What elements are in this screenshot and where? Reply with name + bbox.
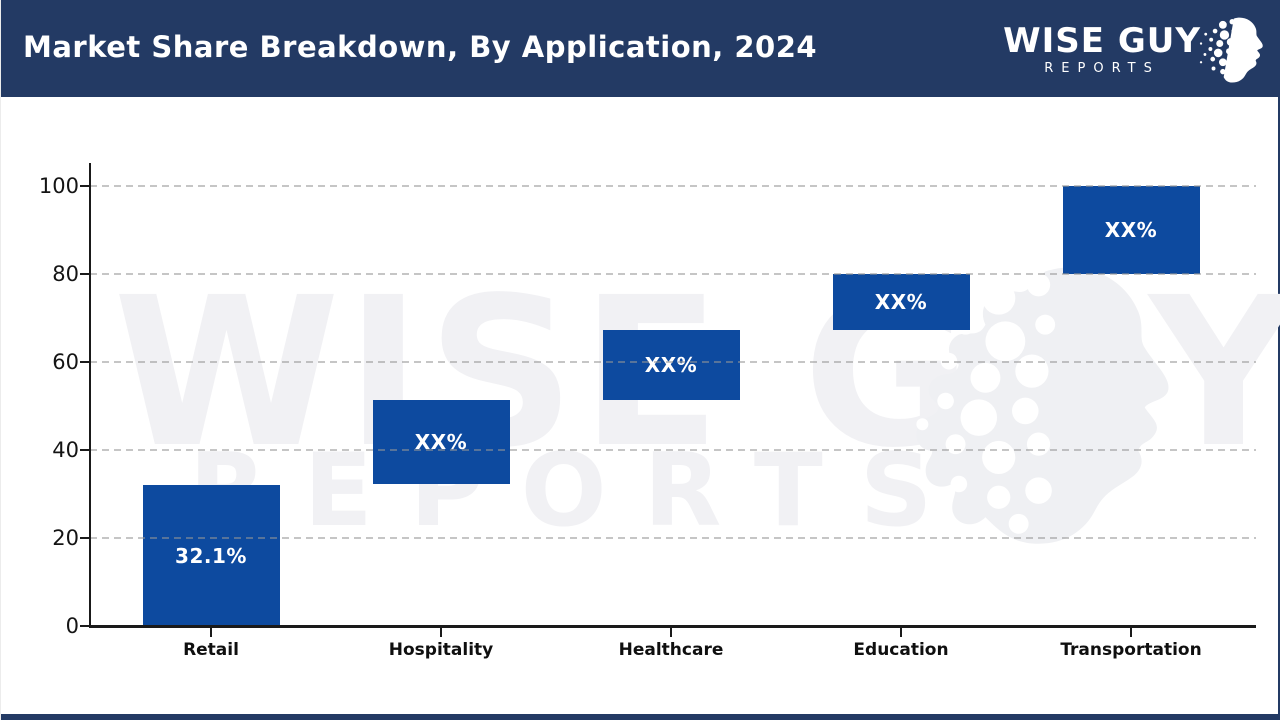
bar-value-label-transportation: XX% [1104,218,1158,242]
x-axis-tick-healthcare [670,628,672,637]
gridline-y-40 [90,449,1256,451]
bar-healthcare: XX% [602,330,740,400]
x-axis-tick-retail [210,628,212,637]
x-axis-label-hospitality: Hospitality [388,640,494,660]
y-axis-tick-0 [80,625,89,627]
gridline-y-60 [90,361,1256,363]
bar-retail: 32.1% [142,485,280,626]
gridline-y-80 [90,273,1256,275]
logo-head-icon [1199,17,1263,83]
bar-education: XX% [832,274,970,330]
footer-bar [1,714,1280,720]
y-axis-tick-80 [80,273,89,275]
watermark-reports-text: REPORTS [189,431,970,549]
x-axis-tick-transportation [1130,628,1132,637]
y-axis-line [89,163,91,628]
x-axis-label-healthcare: Healthcare [618,640,724,660]
x-axis-label-education: Education [853,640,949,660]
y-axis-tick-20 [80,537,89,539]
bar-value-label-healthcare: XX% [644,353,698,377]
y-axis-tick-60 [80,361,89,363]
watermark-head-dots-graphic [916,267,1169,544]
logo-text: WISE GUY REPORTS [1003,22,1201,77]
y-axis-label-60: 60 [52,350,79,374]
header-bar: Market Share Breakdown, By Application, … [1,0,1280,97]
logo-wiseguy-label: WISE GUY [1003,20,1201,61]
x-axis-tick-education [900,628,902,637]
x-axis-line [89,625,1256,628]
y-axis-label-80: 80 [52,262,79,286]
page-title: Market Share Breakdown, By Application, … [23,30,818,64]
y-axis-label-40: 40 [52,438,79,462]
bar-value-label-retail: 32.1% [175,543,247,568]
x-axis-tick-hospitality [440,628,442,637]
x-axis-label-transportation: Transportation [1060,640,1202,660]
y-axis-label-0: 0 [65,614,79,638]
wise-guy-reports-logo: WISE GUY REPORTS [1003,9,1265,89]
x-axis-label-retail: Retail [183,640,239,660]
y-axis-label-100: 100 [38,174,79,198]
bar-hospitality: XX% [372,400,510,484]
y-axis-label-20: 20 [52,526,79,550]
gridline-y-100 [90,185,1256,187]
gridline-y-20 [90,537,1256,539]
y-axis-tick-100 [80,185,89,187]
right-edge-border [1278,0,1280,720]
logo-reports-label: REPORTS [1044,60,1160,76]
bar-transportation: XX% [1062,186,1200,274]
bar-value-label-education: XX% [874,290,928,314]
y-axis-tick-40 [80,449,89,451]
